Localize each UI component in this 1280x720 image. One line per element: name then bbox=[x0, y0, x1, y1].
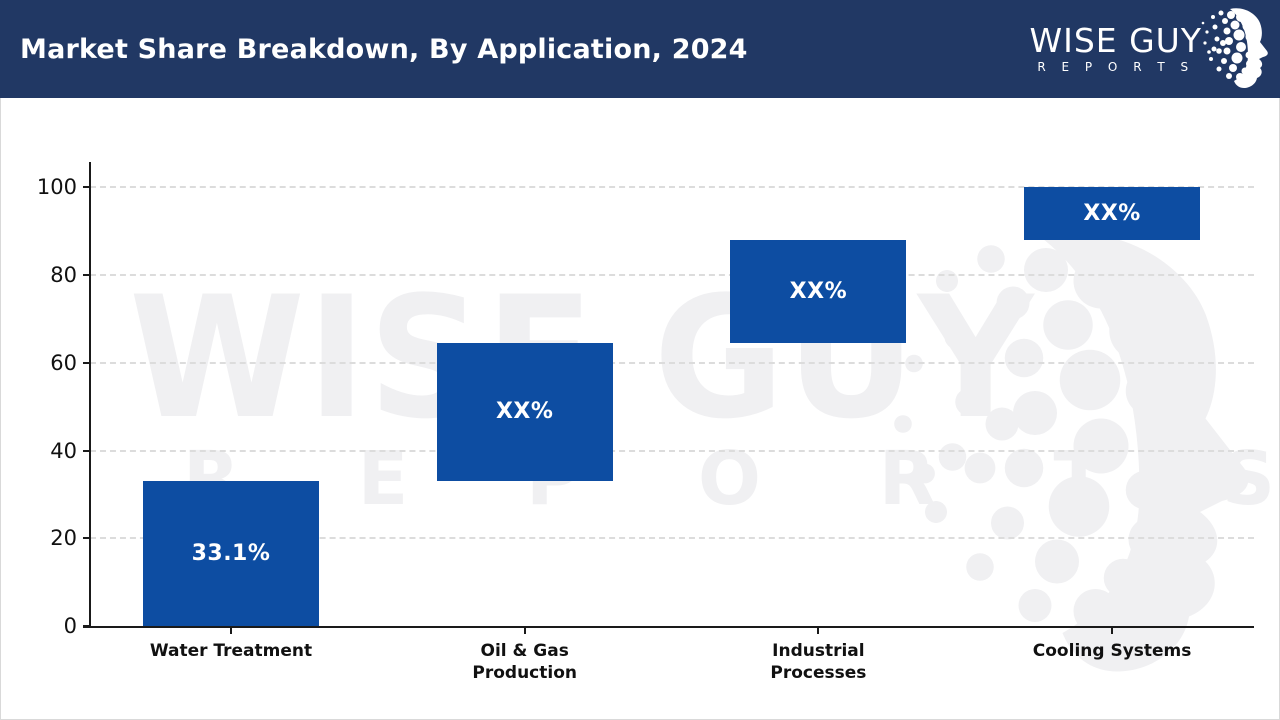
bar-industrial-processes: XX% bbox=[730, 239, 907, 343]
bar-oil-gas-production: XX% bbox=[436, 343, 613, 481]
y-tick-label-80: 80 bbox=[50, 263, 77, 287]
wiseguy-logo: WISE GUY R E P O R T S bbox=[1029, 7, 1280, 91]
gridline-80 bbox=[90, 274, 1254, 276]
x-tick-cooling-systems bbox=[1111, 626, 1114, 634]
watermark-dotted-head-icon bbox=[884, 233, 1249, 672]
gridline-40 bbox=[90, 449, 1254, 452]
x-tick-industrial-processes bbox=[817, 626, 820, 634]
x-category-label-industrial-processes: Industrial Processes bbox=[770, 641, 867, 684]
gridline-20 bbox=[90, 537, 1254, 540]
chart-title: Market Share Breakdown, By Application, … bbox=[20, 33, 748, 65]
bar-value-label: XX% bbox=[495, 399, 554, 425]
bar-value-label: XX% bbox=[1083, 201, 1141, 227]
logo-wordmark: WISE GUY R E P O R T S bbox=[1029, 20, 1202, 75]
y-tick-60 bbox=[83, 361, 91, 364]
chart-canvas: WISE GUY R E P O R T S 0 20 40 60 80 100 33.1%… bbox=[0, 98, 1280, 720]
logo-wiseguy-text: WISE GUY bbox=[1029, 20, 1202, 60]
y-tick-label-40: 40 bbox=[50, 438, 77, 463]
logo-reports-text: R E P O R T S bbox=[1037, 60, 1195, 75]
bar-cooling-systems: XX% bbox=[1024, 187, 1201, 240]
x-category-label-oil-gas-production: Oil & Gas Production bbox=[472, 641, 577, 684]
y-tick-20 bbox=[83, 537, 91, 540]
y-tick-label-20: 20 bbox=[50, 526, 77, 551]
y-tick-label-100: 100 bbox=[36, 175, 77, 200]
gridline-100 bbox=[90, 186, 1254, 189]
y-tick-label-0: 0 bbox=[63, 614, 77, 638]
x-category-label-water-treatment: Water Treatment bbox=[149, 641, 313, 661]
x-axis-line bbox=[83, 626, 1254, 628]
bar-value-label: XX% bbox=[789, 278, 848, 304]
x-category-label-cooling-systems: Cooling Systems bbox=[1032, 641, 1192, 661]
x-tick-oil-gas-production bbox=[523, 626, 526, 634]
dotted-head-icon bbox=[1201, 8, 1268, 88]
bar-value-label: 33.1% bbox=[191, 540, 271, 566]
gridline-60 bbox=[90, 361, 1254, 364]
y-tick-label-60: 60 bbox=[50, 350, 77, 375]
x-tick-water-treatment bbox=[230, 626, 232, 634]
y-tick-100 bbox=[83, 186, 91, 189]
header-bar: Market Share Breakdown, By Application, … bbox=[0, 0, 1280, 98]
y-tick-40 bbox=[83, 449, 91, 452]
bar-water-treatment: 33.1% bbox=[143, 480, 319, 626]
y-axis-line bbox=[89, 162, 91, 628]
y-tick-80 bbox=[83, 274, 91, 276]
